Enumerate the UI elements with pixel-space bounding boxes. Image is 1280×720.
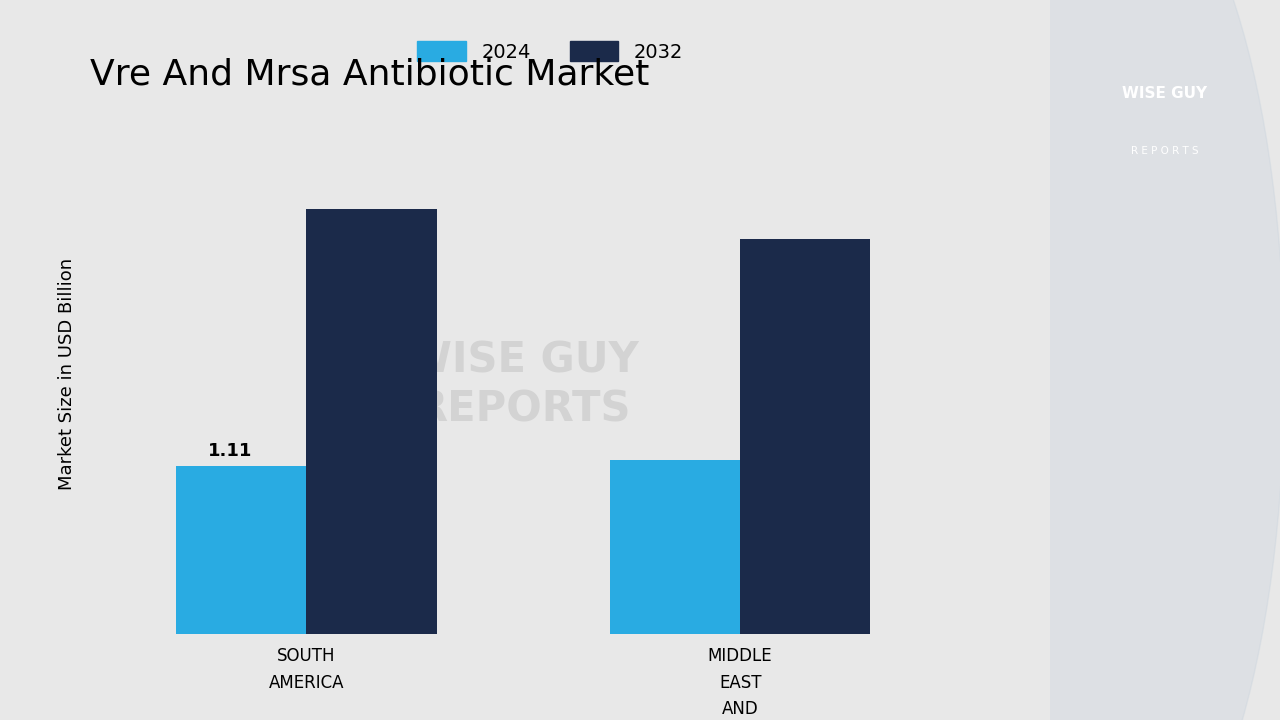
Text: Vre And Mrsa Antibiotic Market: Vre And Mrsa Antibiotic Market (90, 58, 649, 91)
Text: 1.11: 1.11 (209, 442, 252, 460)
Text: WISE GUY: WISE GUY (1123, 86, 1207, 101)
Text: WISE GUY
REPORTS: WISE GUY REPORTS (406, 339, 639, 430)
Legend: 2024, 2032: 2024, 2032 (408, 32, 692, 71)
Circle shape (952, 0, 1280, 720)
Bar (306, 209, 436, 634)
Bar (611, 460, 740, 634)
Bar (740, 239, 870, 634)
Y-axis label: Market Size in USD Billion: Market Size in USD Billion (58, 258, 76, 490)
Bar (177, 467, 306, 634)
Text: R E P O R T S: R E P O R T S (1132, 146, 1198, 156)
